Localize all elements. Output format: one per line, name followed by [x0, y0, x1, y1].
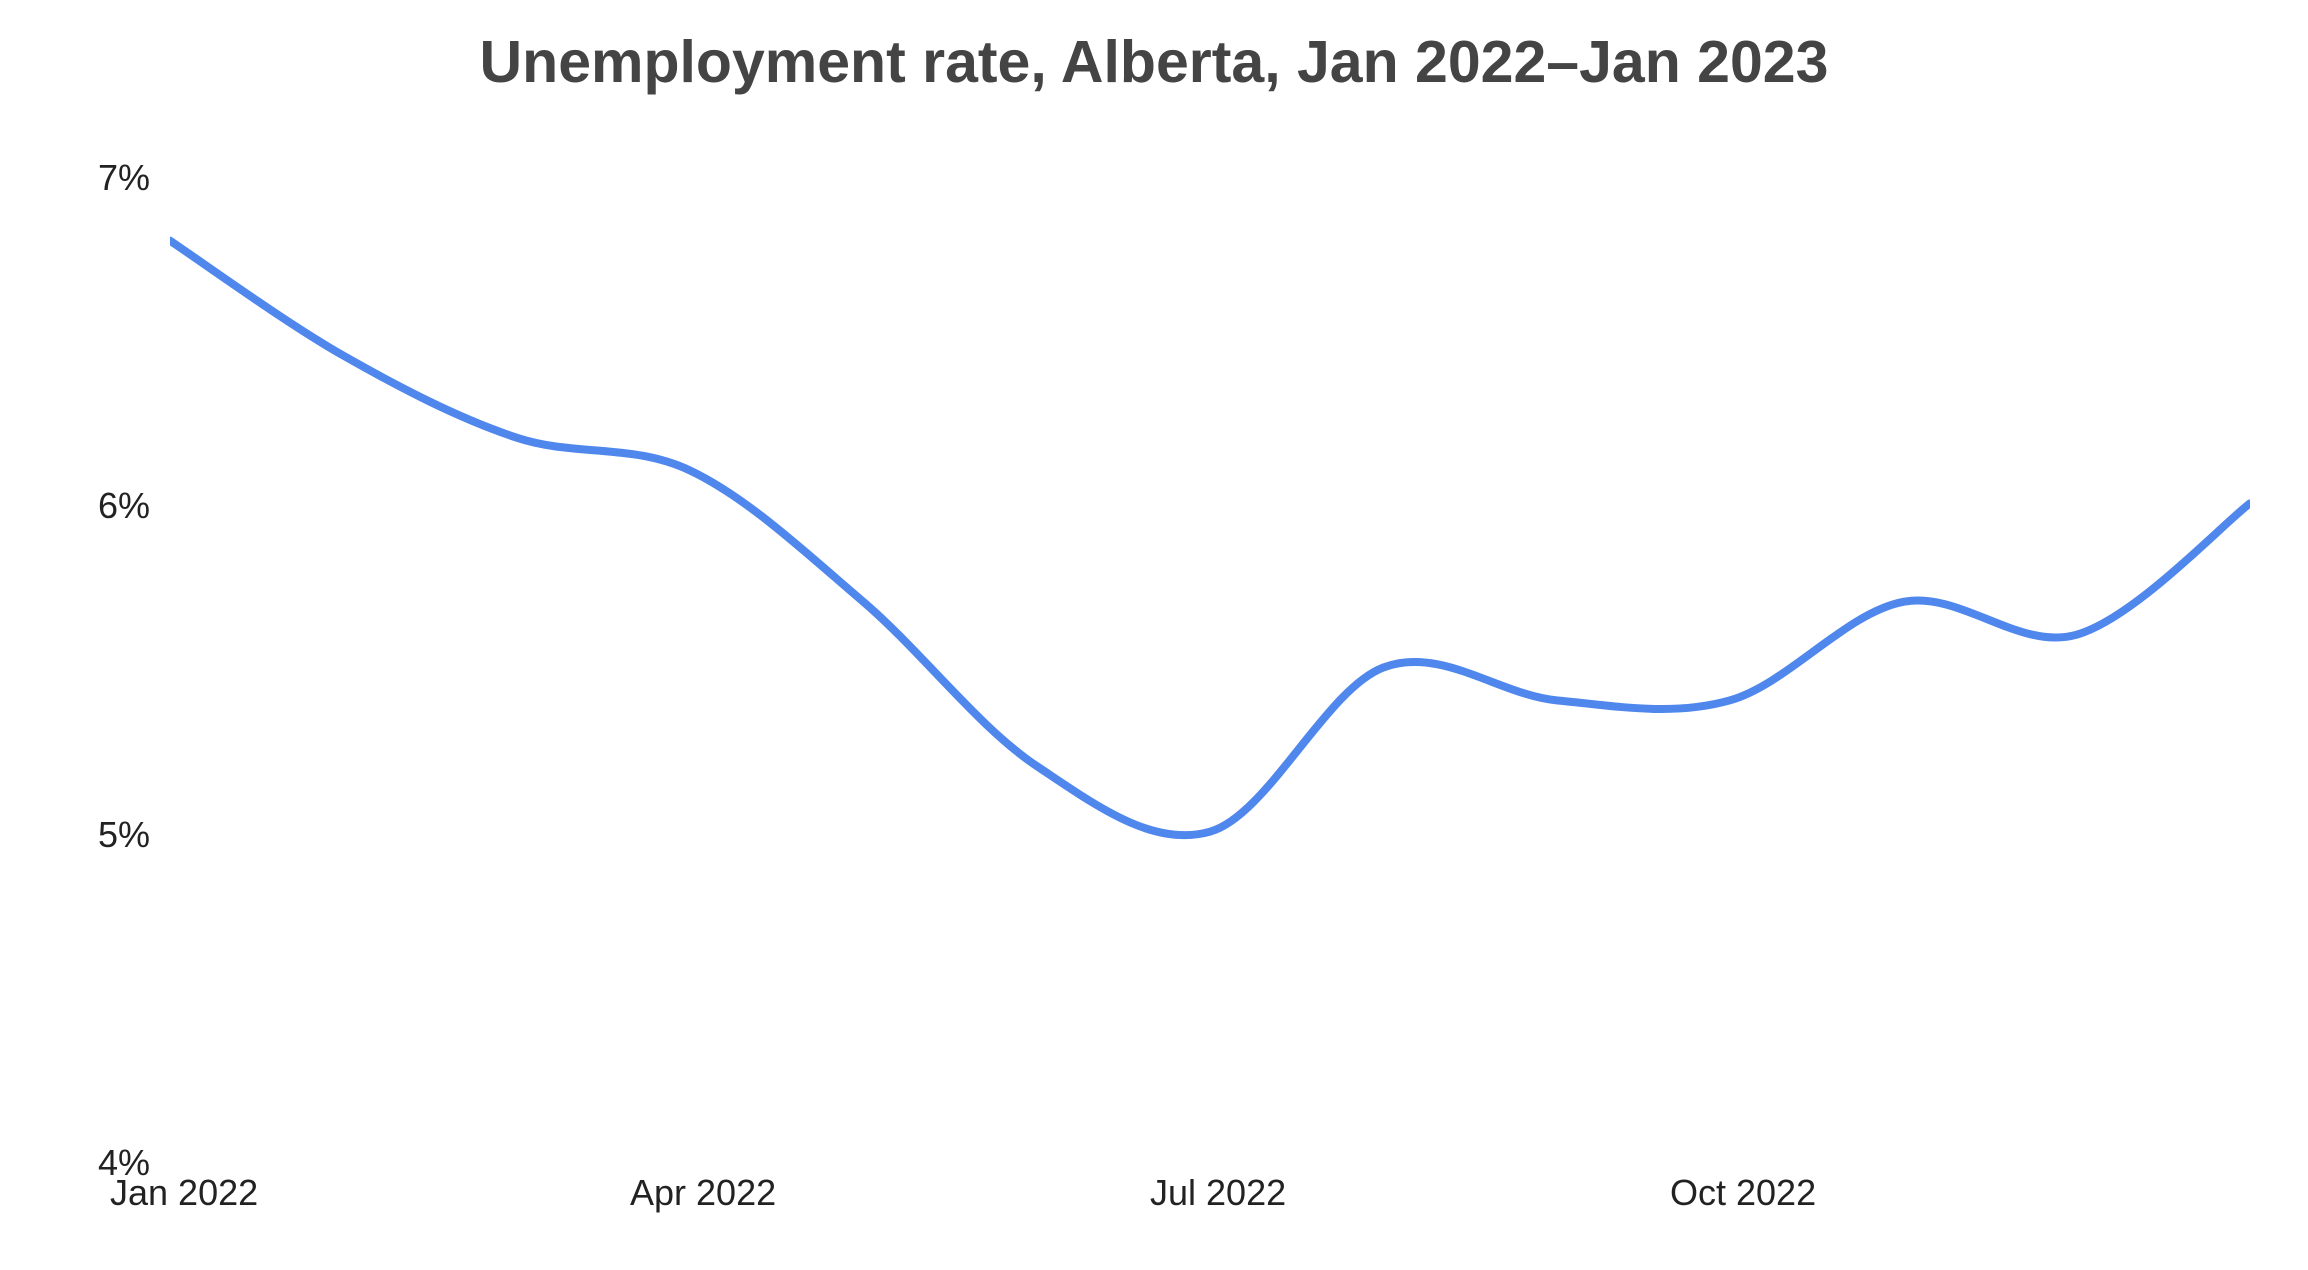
- x-tick-label: Jul 2022: [1150, 1172, 1286, 1214]
- data-line: [170, 241, 2250, 836]
- y-tick-label: 6%: [30, 485, 150, 527]
- y-tick-label: 7%: [30, 157, 150, 199]
- chart-container: Unemployment rate, Alberta, Jan 2022–Jan…: [0, 0, 2308, 1270]
- x-tick-label: Oct 2022: [1670, 1172, 1816, 1214]
- x-tick-label: Jan 2022: [110, 1172, 258, 1214]
- y-tick-label: 5%: [30, 814, 150, 856]
- plot-area: [170, 175, 2250, 1160]
- chart-title: Unemployment rate, Alberta, Jan 2022–Jan…: [0, 28, 2308, 96]
- x-tick-label: Apr 2022: [630, 1172, 776, 1214]
